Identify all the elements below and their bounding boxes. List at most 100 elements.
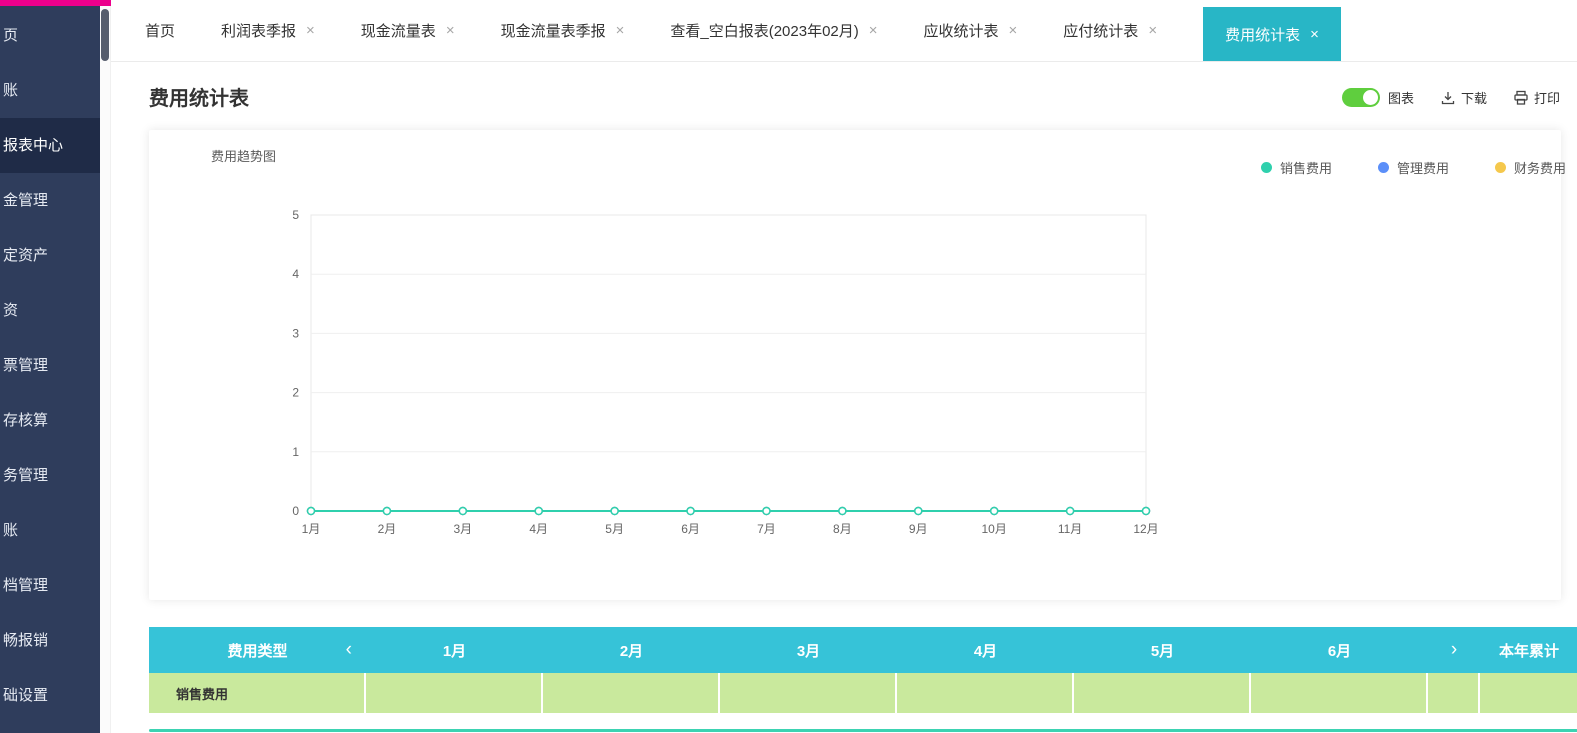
sidebar-scrollbar-thumb[interactable]	[101, 9, 109, 61]
tab-label: 现金流量表季报	[500, 22, 606, 40]
tab-active[interactable]: 费用统计表 ×	[1203, 7, 1341, 61]
row-value-cell	[720, 673, 897, 713]
table-header-month: 2月	[619, 642, 644, 660]
legend-item[interactable]: 管理费用	[1378, 158, 1449, 177]
legend-item[interactable]: 财务费用	[1495, 158, 1566, 177]
data-point-marker	[610, 506, 619, 516]
print-icon	[1514, 90, 1528, 105]
next-month-arrow[interactable]: ›	[1450, 639, 1458, 660]
sidebar-item-active[interactable]: 报表中心	[0, 118, 100, 173]
svg-text:11月: 11月	[1058, 522, 1082, 536]
legend-label: 财务费用	[1514, 161, 1567, 176]
tab-label: 费用统计表	[1225, 26, 1301, 44]
svg-text:2: 2	[292, 386, 299, 400]
legend-dot-icon	[1495, 162, 1507, 173]
svg-text:10月: 10月	[982, 522, 1007, 536]
svg-text:5月: 5月	[605, 522, 624, 536]
row-year-total-cell	[1480, 673, 1577, 713]
legend-label: 销售费用	[1280, 161, 1333, 176]
data-point-marker	[1065, 506, 1075, 516]
tab[interactable]: 应收统计表 ×	[924, 0, 1018, 61]
row-value-cell	[1251, 673, 1428, 713]
chart-toggle-label: 图表	[1387, 91, 1414, 106]
sidebar-item[interactable]: 金管理	[3, 192, 49, 209]
tab-label: 现金流量表	[360, 22, 436, 40]
sidebar-item[interactable]: 存核算	[3, 412, 49, 429]
legend-label: 管理费用	[1397, 161, 1450, 176]
svg-text:3月: 3月	[453, 522, 472, 536]
sidebar-item[interactable]: 资	[3, 302, 19, 319]
table-header-month: 6月	[1327, 642, 1352, 660]
row-label-cell: 销售费用	[149, 673, 366, 713]
sidebar-item[interactable]: 页	[3, 27, 19, 44]
chart-toggle[interactable]	[1341, 88, 1380, 107]
tab-close-icon[interactable]: ×	[1310, 25, 1319, 43]
svg-text:1: 1	[292, 445, 299, 459]
data-point-marker	[762, 506, 771, 516]
row-value-cell	[1074, 673, 1251, 713]
svg-text:6月: 6月	[681, 522, 700, 536]
title-row: 费用统计表 图表 下载	[111, 62, 1577, 130]
row-value-cell	[897, 673, 1074, 713]
tab-close-icon[interactable]: ×	[445, 21, 455, 39]
tab-bar: 首页 利润表季报 × 现金流量表 × 现金流量表季报 × 查看_空白报表(2023年02月) ×…	[111, 0, 1577, 62]
chart-title: 费用趋势图	[211, 149, 277, 164]
tab[interactable]: 首页	[145, 0, 175, 61]
table-row[interactable]: 销售费用	[149, 673, 1577, 713]
page-title: 费用统计表	[149, 88, 249, 110]
tab-label: 应付统计表	[1063, 22, 1139, 40]
sidebar-item[interactable]: 票管理	[3, 357, 49, 374]
data-point-marker	[534, 506, 543, 516]
svg-text:9月: 9月	[909, 522, 928, 536]
tab-close-icon[interactable]: ×	[306, 21, 315, 39]
tab-close-icon[interactable]: ×	[615, 21, 625, 39]
row-value-cell	[366, 673, 543, 713]
table-scroll-indicator[interactable]	[149, 729, 1577, 732]
row-nav-cell	[1428, 673, 1480, 713]
sidebar-item[interactable]: 定资产	[3, 247, 49, 264]
svg-text:12月: 12月	[1133, 522, 1158, 536]
tab-close-icon[interactable]: ×	[1148, 21, 1158, 39]
tab-label: 应收统计表	[923, 22, 999, 40]
sidebar-scrollbar[interactable]	[100, 0, 111, 733]
tab[interactable]: 现金流量表 ×	[361, 0, 455, 61]
sidebar-item[interactable]: 础设置	[3, 687, 49, 704]
sidebar-item[interactable]: 档管理	[3, 577, 49, 594]
table-body: 销售费用	[149, 673, 1577, 733]
download-button[interactable]: 下载	[1440, 88, 1487, 107]
data-point-marker	[686, 506, 695, 516]
svg-text:1月: 1月	[302, 522, 321, 536]
table-row-partial[interactable]	[149, 713, 1577, 733]
chart-legend: 销售费用 管理费用 财务费用	[1261, 158, 1566, 177]
tab[interactable]: 查看_空白报表(2023年02月) ×	[670, 0, 877, 61]
chart-toggle-group[interactable]: 图表	[1341, 88, 1414, 107]
data-point-marker	[306, 506, 316, 516]
svg-text:5: 5	[292, 208, 299, 222]
tab[interactable]: 应付统计表 ×	[1063, 0, 1157, 61]
print-button[interactable]: 打印	[1513, 88, 1560, 107]
sidebar-item[interactable]: 账	[3, 82, 19, 99]
tab-label: 利润表季报	[221, 22, 297, 40]
svg-text:4: 4	[292, 267, 299, 281]
sidebar: 页账报表中心 金管理 定资产资票管理 存核算 务管理账档管理 畅报销 础设置	[0, 0, 100, 733]
sidebar-item[interactable]: 畅报销	[3, 632, 49, 649]
svg-text:8月: 8月	[833, 522, 852, 536]
tab-close-icon[interactable]: ×	[1008, 21, 1018, 39]
chart-card: 费用趋势图 销售费用 管理费用 财务费用 0 1 2 3 4 5 1月 2月 3月 4月 5月 6月 7月 8…	[149, 130, 1566, 600]
brand-accent-strip	[0, 0, 111, 6]
table-header-year-total: 本年累计	[1498, 642, 1559, 660]
sidebar-item[interactable]: 务管理	[3, 467, 49, 484]
svg-text:4月: 4月	[529, 522, 548, 536]
legend-item[interactable]: 销售费用	[1261, 158, 1332, 177]
tab[interactable]: 现金流量表季报 ×	[501, 0, 625, 61]
data-point-marker	[989, 506, 999, 516]
main-content: 首页 利润表季报 × 现金流量表 × 现金流量表季报 × 查看_空白报表(2023年02月) ×…	[111, 0, 1577, 733]
tab[interactable]: 利润表季报 ×	[221, 0, 315, 61]
svg-text:3: 3	[292, 326, 299, 340]
data-point-marker	[382, 506, 392, 516]
tab-close-icon[interactable]: ×	[868, 21, 878, 39]
prev-month-arrow[interactable]: ‹	[345, 639, 352, 660]
print-label: 打印	[1533, 91, 1560, 106]
data-point-marker	[838, 506, 847, 516]
sidebar-item[interactable]: 账	[3, 522, 19, 539]
